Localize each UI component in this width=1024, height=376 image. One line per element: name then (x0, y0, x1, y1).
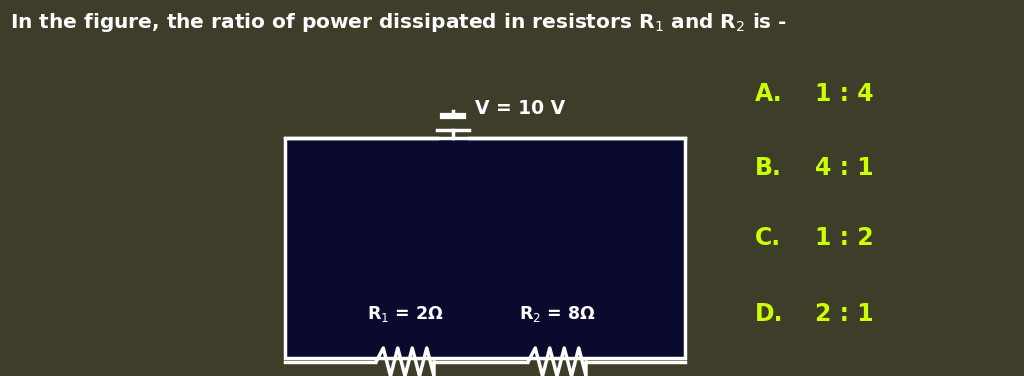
Text: 2 : 1: 2 : 1 (815, 302, 873, 326)
Text: V = 10 V: V = 10 V (475, 99, 565, 118)
Text: D.: D. (755, 302, 783, 326)
Text: 1 : 4: 1 : 4 (815, 82, 873, 106)
Text: R$_1$ = 2Ω: R$_1$ = 2Ω (367, 304, 443, 324)
Bar (285, 138, 685, 358)
Text: B.: B. (755, 156, 782, 180)
Text: C.: C. (755, 226, 781, 250)
Text: A.: A. (755, 82, 782, 106)
Text: R$_2$ = 8Ω: R$_2$ = 8Ω (518, 304, 595, 324)
Text: In the figure, the ratio of power dissipated in resistors R$_1$ and R$_2$ is -: In the figure, the ratio of power dissip… (10, 11, 787, 34)
Text: 1 : 2: 1 : 2 (815, 226, 873, 250)
Text: 4 : 1: 4 : 1 (815, 156, 873, 180)
